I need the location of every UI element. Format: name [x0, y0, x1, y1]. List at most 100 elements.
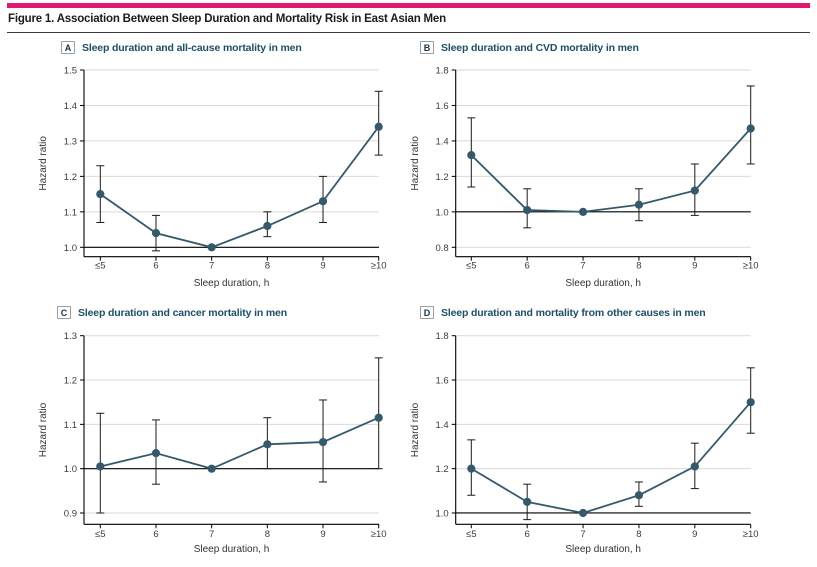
panel-a-title: Sleep duration and all-cause mortality i… — [82, 41, 302, 54]
panel-d-x-axis-title: Sleep duration, h — [565, 544, 641, 555]
panel-a-x-tick-label: ≥10 — [371, 261, 387, 272]
panel-c-x-tick-label: ≤5 — [95, 529, 106, 540]
panel-d-x-tick-label: ≤5 — [466, 529, 477, 540]
panel-c-x-tick-label: 8 — [265, 529, 270, 540]
panel-b-x-tick-label: ≤5 — [466, 261, 477, 272]
panel-a-data-point — [207, 243, 216, 252]
panel-b-x-tick-label: 8 — [636, 261, 641, 272]
panel-d-x-tick-label: 7 — [580, 529, 585, 540]
panel-b-x-tick-label: 9 — [692, 261, 697, 272]
panel-d-y-axis-title: Hazard ratio — [410, 402, 421, 457]
panel-c-data-point — [151, 449, 161, 458]
panel-c-data-point — [207, 464, 216, 473]
panel-d-y-tick-label: 1.2 — [435, 464, 448, 475]
panel-d-series-line — [470, 401, 752, 514]
panel-d-data-point — [578, 508, 588, 518]
panel-d-data-point — [746, 398, 755, 407]
panel-a-x-tick-label: 6 — [153, 261, 158, 272]
panel-a-y-tick-label: 1.0 — [64, 243, 77, 254]
panel-d-label-box: D — [420, 306, 434, 319]
panel-c-chart: 0.9 1.0 1.1 1.2 1.3 ≤5 6 7 8 9 ≥10 Sleep duration, … — [38, 331, 387, 555]
panel-c-x-tick-label: 7 — [209, 529, 214, 540]
panel-a-x-tick-label: 7 — [209, 261, 214, 272]
panel-c-data-point — [374, 413, 383, 422]
panel-d-data-point — [690, 462, 699, 471]
panel-c-x-tick-label: ≥10 — [371, 529, 387, 540]
panel-c-y-tick-label: 1.1 — [64, 420, 77, 431]
panel-b-y-tick-label: 1.4 — [435, 136, 448, 147]
panel-b-data-point — [578, 207, 588, 216]
panel-c-series-line — [100, 416, 380, 470]
panel-a-data-point — [263, 221, 272, 231]
panel-d-title: Sleep duration and mortality from other … — [441, 306, 706, 319]
panel-d-x-tick-label: 8 — [636, 529, 641, 540]
panel-a-y-axis-title: Hazard ratio — [38, 136, 49, 191]
panel-c-y-tick-label: 0.9 — [64, 509, 77, 520]
panel-b-data-point — [690, 186, 699, 195]
panel-a-x-tick-label: 9 — [320, 261, 325, 272]
panel-d-y-tick-label: 1.0 — [435, 508, 448, 519]
panel-b-data-point — [634, 200, 644, 209]
panel-b-x-axis-title: Sleep duration, h — [565, 278, 641, 289]
panel-a-x-tick-label: 8 — [265, 261, 270, 272]
panel-a-label-box: A — [61, 41, 75, 54]
panel-d-y-tick-label: 1.4 — [435, 420, 448, 431]
panel-c-header: C Sleep duration and cancer mortality in… — [57, 306, 287, 319]
panel-b-data-point — [746, 124, 755, 133]
panel-a-y-tick-label: 1.2 — [64, 172, 77, 183]
panel-c-y-tick-label: 1.0 — [64, 464, 77, 475]
panel-d-y-tick-label: 1.6 — [435, 376, 448, 387]
panel-b-chart: 0.8 1.0 1.2 1.4 1.6 1.8 ≤5 6 7 8 9 ≥10 Sleep duratio… — [410, 66, 759, 290]
panel-a-chart: 1.0 1.1 1.2 1.3 1.4 1.5 ≤5 6 7 8 9 ≥10 Sleep duratio… — [38, 66, 387, 290]
panel-a-y-tick-label: 1.5 — [64, 66, 77, 77]
figure-accent-rule — [7, 3, 810, 8]
panel-a-header: A Sleep duration and all-cause mortality… — [61, 41, 302, 54]
panel-b-y-tick-label: 1.2 — [435, 172, 448, 183]
panel-a-y-tick-label: 1.4 — [64, 101, 77, 112]
panel-a-x-axis-title: Sleep duration, h — [194, 278, 270, 289]
panel-a-data-point — [96, 190, 105, 199]
panel-c-x-tick-label: 9 — [320, 529, 325, 540]
panel-d-header: D Sleep duration and mortality from othe… — [420, 306, 706, 319]
panel-b-y-tick-label: 1.6 — [435, 101, 448, 112]
panel-c-title: Sleep duration and cancer mortality in m… — [78, 306, 288, 319]
panel-c-y-axis-title: Hazard ratio — [38, 402, 49, 457]
panel-c-data-point — [263, 440, 272, 449]
panel-c-x-axis-title: Sleep duration, h — [194, 544, 270, 555]
panel-a-data-point — [318, 197, 328, 206]
panel-b-y-axis-title: Hazard ratio — [410, 136, 421, 191]
panel-c-label-box: C — [57, 306, 71, 319]
panel-d-data-point — [523, 497, 532, 506]
panel-b-x-tick-label: ≥10 — [743, 261, 759, 272]
panel-a-x-tick-label: ≤5 — [95, 261, 106, 272]
figure-title: Figure 1. Association Between Sleep Dura… — [8, 13, 446, 25]
panel-a-data-point — [374, 122, 383, 131]
panel-b-x-tick-label: 6 — [525, 261, 530, 272]
figure-title-divider — [7, 32, 810, 33]
panel-b-y-tick-label: 1.8 — [435, 66, 448, 77]
panel-b-series-line — [470, 127, 752, 213]
panel-d-x-tick-label: 6 — [525, 529, 530, 540]
panel-b-data-point — [467, 151, 476, 160]
panel-b-x-tick-label: 7 — [580, 261, 585, 272]
panel-b-y-tick-label: 1.0 — [435, 207, 448, 218]
panel-b-data-point — [523, 205, 532, 215]
panel-b-header: B Sleep duration and CVD mortality in me… — [420, 41, 639, 54]
panel-c-y-tick-label: 1.3 — [64, 331, 77, 342]
panel-d-x-tick-label: ≥10 — [743, 529, 759, 540]
panel-d-data-point — [467, 464, 476, 473]
panel-d-data-point — [634, 491, 644, 500]
panel-b-y-tick-label: 0.8 — [435, 243, 448, 254]
panel-a-data-point — [151, 229, 161, 238]
panel-c-data-point — [96, 462, 105, 471]
panel-b-label-box: B — [420, 41, 434, 54]
panel-c-data-point — [318, 437, 328, 447]
panel-a-y-tick-label: 1.1 — [64, 207, 77, 218]
panel-c-y-tick-label: 1.2 — [64, 376, 77, 387]
panel-d-x-tick-label: 9 — [692, 529, 697, 540]
panel-d-chart: 1.0 1.2 1.4 1.6 1.8 ≤5 6 7 8 9 ≥10 Sleep duration, … — [410, 331, 759, 555]
panel-c-x-tick-label: 6 — [153, 529, 158, 540]
panel-b-title: Sleep duration and CVD mortality in men — [441, 41, 639, 54]
panel-d-y-tick-label: 1.8 — [435, 331, 448, 342]
